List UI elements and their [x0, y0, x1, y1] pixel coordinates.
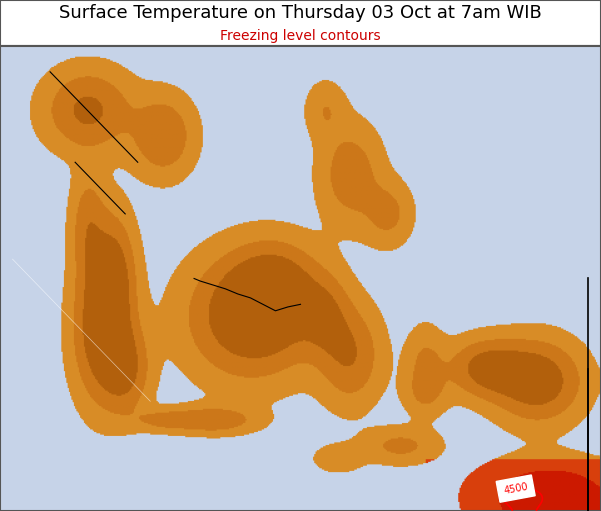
Text: Freezing level contours: Freezing level contours	[220, 29, 381, 43]
Text: Surface Temperature on Thursday 03 Oct at 7am WIB: Surface Temperature on Thursday 03 Oct a…	[59, 4, 542, 22]
Text: 4500: 4500	[502, 481, 529, 496]
